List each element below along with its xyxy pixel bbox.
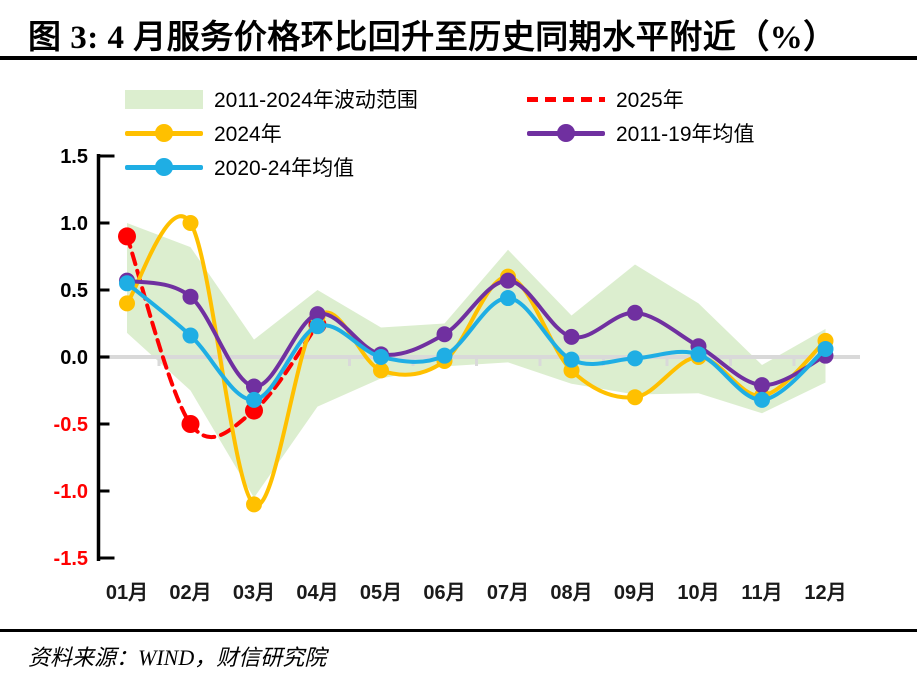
- y-tick-label: 0.0: [60, 347, 88, 369]
- chart-legend-right: 2025年 2011-19年均值: [527, 88, 755, 156]
- legend-label-band: 2011-2024年波动范围: [214, 89, 418, 112]
- chart-legend-left: 2011-2024年波动范围 2024年 2020-24年均值: [125, 88, 418, 190]
- series-dot-2024年: [627, 389, 643, 406]
- series-dot-2011-19年均值: [436, 326, 453, 343]
- series-dot-2020-24年均值: [373, 349, 389, 365]
- y-tick-label: 0.5: [60, 280, 88, 302]
- x-tick-label: 04月: [296, 582, 338, 604]
- series-dot-2020-24年均值: [500, 290, 516, 307]
- legend-label-2011-19-avg: 2011-19年均值: [616, 123, 755, 146]
- series-dot-2020-24年均值: [754, 391, 770, 408]
- y-tick-label: -1.0: [54, 481, 88, 503]
- x-tick-label: 05月: [360, 582, 402, 604]
- series-dot-2024年: [119, 295, 135, 312]
- series-dot-2020-24年均值: [246, 391, 262, 408]
- figure-title: 图 3: 4 月服务价格环比回升至历史同期水平附近（%）: [28, 20, 837, 56]
- series-dot-2020-24年均值: [627, 350, 643, 367]
- series-dot-2020-24年均值: [436, 347, 453, 364]
- series-line-2025年: [125, 234, 320, 440]
- legend-item-2025: 2025年: [527, 88, 755, 112]
- series-dot-2011-19年均值: [309, 306, 326, 323]
- y-tick-label: -1.5: [54, 548, 88, 570]
- source-note: 资料来源：WIND，财信研究院: [28, 645, 327, 670]
- series-dot-2011-19年均值: [563, 328, 580, 345]
- x-tick-label: 12月: [804, 582, 846, 604]
- legend-label-2020-24-avg: 2020-24年均值: [214, 157, 355, 180]
- series-dot-2025年: [181, 415, 200, 433]
- y-tick-label: 1.5: [60, 146, 88, 168]
- series-line-2020-24年均值: [125, 281, 828, 402]
- chart-svg: 1.5 1.0 0.5 0.0 -0.5 -1.0 -1.5 01月 02月 03月 04月 05月 0…: [54, 146, 860, 604]
- dashed-line-swatch-2025: [527, 96, 605, 102]
- series-dot-2020-24年均值: [119, 275, 135, 292]
- series-dot-2020-24年均值: [690, 346, 707, 363]
- legend-item-2024: 2024年: [125, 122, 418, 146]
- series-dot-2025年: [118, 227, 136, 246]
- footer-rule: [0, 629, 917, 632]
- series-dot-2020-24年均值: [182, 327, 199, 344]
- y-tick-label: -0.5: [54, 414, 88, 436]
- series-dot-2024年: [246, 496, 262, 513]
- series-dot-2024年: [373, 362, 389, 379]
- legend-item-band: 2011-2024年波动范围: [125, 88, 418, 112]
- line-swatch-2011-19-avg: [527, 130, 605, 136]
- title-rule: [0, 56, 917, 60]
- legend-item-2011-19-avg: 2011-19年均值: [527, 122, 755, 146]
- chart-area: 1.5 1.0 0.5 0.0 -0.5 -1.0 -1.5 01月 02月 03月 04月 05月 0…: [0, 70, 917, 620]
- series-dot-2020-24年均值: [817, 340, 834, 357]
- legend-label-2024: 2024年: [214, 123, 282, 146]
- legend-item-2020-24-avg: 2020-24年均值: [125, 156, 418, 180]
- series-dot-2020-24年均值: [309, 318, 326, 335]
- x-tick-label: 01月: [106, 582, 148, 604]
- band-swatch: [125, 89, 203, 109]
- series-dot-2011-19年均值: [627, 304, 643, 321]
- x-tick-label: 03月: [233, 582, 275, 604]
- x-tick-label: 08月: [550, 582, 592, 604]
- x-tick-label: 11月: [741, 582, 782, 604]
- x-tick-label: 10月: [677, 582, 719, 604]
- x-tick-label: 07月: [487, 582, 529, 604]
- y-tick-label: 1.0: [60, 213, 88, 235]
- x-tick-label: 06月: [423, 582, 465, 604]
- line-swatch-2020-24-avg: [125, 164, 203, 170]
- series-dot-2011-19年均值: [246, 378, 262, 395]
- legend-label-2025: 2025年: [616, 89, 684, 112]
- series-dot-2011-19年均值: [754, 377, 770, 394]
- x-tick-label: 09月: [614, 582, 656, 604]
- series-dot-2024年: [182, 215, 199, 231]
- series-dot-2020-24年均值: [563, 351, 580, 368]
- series-dot-2011-19年均值: [500, 272, 516, 289]
- line-swatch-2024: [125, 130, 203, 136]
- x-tick-label: 02月: [169, 582, 211, 604]
- series-dot-2011-19年均值: [182, 288, 199, 305]
